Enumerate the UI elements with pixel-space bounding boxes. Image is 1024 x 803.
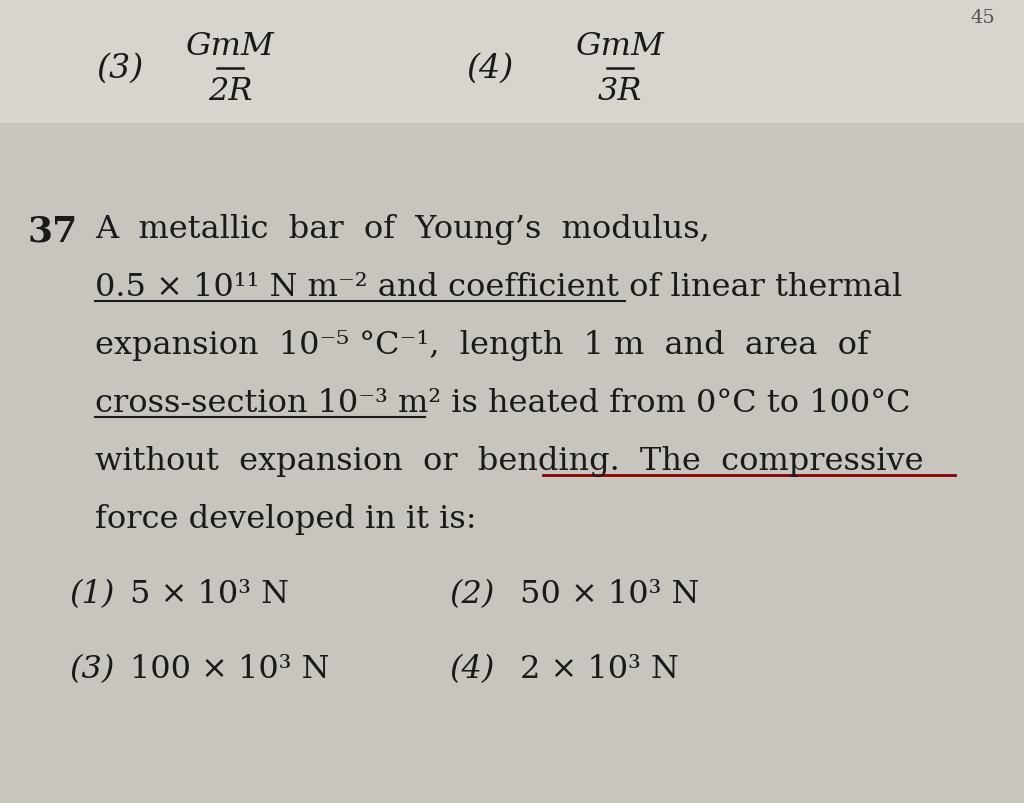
Text: 50 × 10³ N: 50 × 10³ N [520, 578, 699, 609]
Text: 0.5 × 10¹¹ N m⁻² and coefficient of linear thermal: 0.5 × 10¹¹ N m⁻² and coefficient of line… [95, 271, 902, 303]
Text: expansion  10⁻⁵ °C⁻¹,  length  1 m  and  area  of: expansion 10⁻⁵ °C⁻¹, length 1 m and area… [95, 329, 869, 361]
Text: 5 × 10³ N: 5 × 10³ N [130, 578, 289, 609]
Text: 37: 37 [28, 214, 78, 247]
Text: GmM: GmM [185, 31, 274, 62]
Text: 45: 45 [971, 9, 995, 27]
Text: (1): (1) [70, 578, 116, 609]
FancyBboxPatch shape [0, 0, 1024, 124]
Text: 100 × 10³ N: 100 × 10³ N [130, 653, 330, 684]
Text: (4): (4) [466, 53, 514, 85]
Text: (4): (4) [450, 653, 496, 684]
Text: (3): (3) [70, 653, 116, 684]
Text: force developed in it is:: force developed in it is: [95, 503, 476, 534]
Text: cross-section 10⁻³ m² is heated from 0°C to 100°C: cross-section 10⁻³ m² is heated from 0°C… [95, 388, 910, 418]
Text: GmM: GmM [575, 31, 665, 62]
Text: 2R: 2R [208, 75, 252, 107]
Text: (2): (2) [450, 578, 496, 609]
Text: A  metallic  bar  of  Young’s  modulus,: A metallic bar of Young’s modulus, [95, 214, 710, 245]
Text: (3): (3) [96, 53, 143, 85]
Text: without  expansion  or  bending.  The  compressive: without expansion or bending. The compre… [95, 446, 924, 476]
Text: 2 × 10³ N: 2 × 10³ N [520, 653, 679, 684]
Text: 3R: 3R [598, 75, 642, 107]
